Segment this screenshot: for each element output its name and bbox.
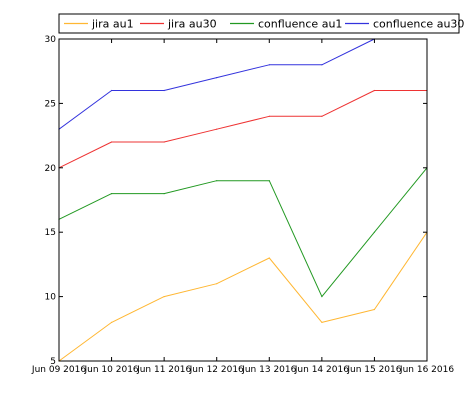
x-tick-label: Jun 16 2016 bbox=[399, 365, 454, 375]
series-3-point-5 bbox=[268, 180, 270, 182]
x-tick-label: Jun 09 2016 bbox=[31, 365, 86, 375]
series-line-3 bbox=[58, 167, 428, 298]
series-4-point-3 bbox=[163, 89, 165, 92]
series-3-point-7 bbox=[373, 231, 375, 233]
y-tick-label: 25 bbox=[45, 99, 56, 109]
series-1-point-6 bbox=[321, 321, 323, 323]
x-tick-label: Jun 15 2016 bbox=[346, 365, 401, 375]
series-3-point-3 bbox=[163, 193, 165, 195]
series-2-point-6 bbox=[321, 115, 323, 117]
x-tick-label: Jun 13 2016 bbox=[241, 365, 296, 375]
series-4-point-6 bbox=[321, 64, 323, 66]
y-tick-label: 10 bbox=[45, 293, 57, 303]
series-2-point-4 bbox=[216, 128, 218, 130]
series-4-point-5 bbox=[268, 64, 270, 66]
series-1-point-7 bbox=[373, 308, 375, 311]
series-2-point-5 bbox=[268, 115, 270, 117]
series-4-point-4 bbox=[216, 77, 218, 79]
series-3-point-6 bbox=[321, 296, 323, 298]
legend-label-2: jira au30 bbox=[167, 18, 217, 31]
x-tick-label: Jun 10 2016 bbox=[84, 365, 139, 375]
x-tick-label: Jun 14 2016 bbox=[294, 365, 349, 375]
legend: jira au1 jira au30 confluence au1 confluenc… bbox=[58, 13, 464, 34]
series-1-point-3 bbox=[163, 296, 165, 298]
series-1-point-4 bbox=[216, 283, 218, 285]
series-2-point-7 bbox=[373, 89, 375, 92]
series-1-point-2 bbox=[111, 321, 113, 323]
series-1-point-5 bbox=[268, 257, 270, 259]
y-tick-label: 20 bbox=[45, 164, 57, 174]
series-line-2 bbox=[58, 90, 427, 169]
legend-box bbox=[58, 13, 460, 34]
y-tick-label: 15 bbox=[45, 228, 56, 238]
series-line-4 bbox=[58, 38, 427, 130]
y-tick-label: 5 bbox=[50, 357, 56, 367]
plot-frame bbox=[58, 38, 428, 362]
x-tick-label: Jun 12 2016 bbox=[189, 365, 244, 375]
series-line-1 bbox=[58, 231, 428, 362]
y-tick-label: 30 bbox=[45, 35, 57, 45]
series-2-point-3 bbox=[163, 141, 165, 143]
series-3-point-2 bbox=[111, 193, 113, 195]
series-layer bbox=[58, 38, 428, 362]
legend-label-1: jira au1 bbox=[91, 18, 134, 31]
x-tick-label: Jun 11 2016 bbox=[136, 365, 191, 375]
legend-label-4: confluence au30 bbox=[373, 18, 464, 31]
series-4-point-2 bbox=[111, 89, 113, 92]
legend-label-3: confluence au1 bbox=[258, 18, 342, 31]
series-3-point-4 bbox=[216, 180, 218, 182]
series-2-point-2 bbox=[111, 141, 113, 143]
